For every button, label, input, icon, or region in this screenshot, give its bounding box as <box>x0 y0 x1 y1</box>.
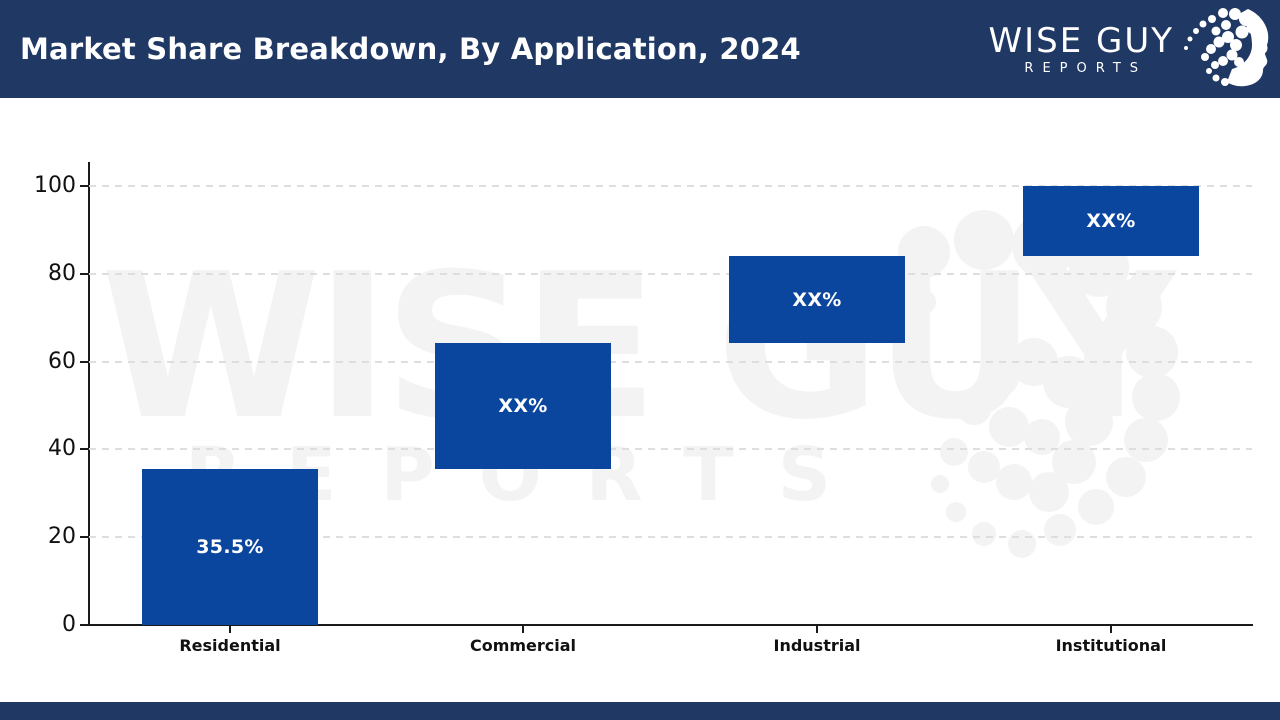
y-tick-label: 20 <box>48 524 76 550</box>
page-title: Market Share Breakdown, By Application, … <box>20 32 801 66</box>
y-tick-label: 80 <box>48 260 76 286</box>
x-axis-tick <box>229 626 231 633</box>
y-tick-label: 0 <box>62 612 76 637</box>
x-axis-tick <box>522 626 524 633</box>
brand-logo: WISE GUY REPORTS <box>988 6 1270 92</box>
gridline <box>89 272 1252 275</box>
bar-value-label: 35.5% <box>196 536 264 559</box>
bar-industrial: XX% <box>729 256 905 344</box>
gridline <box>89 185 1252 187</box>
x-category-label: Residential <box>179 636 281 655</box>
x-category-label: Institutional <box>1055 636 1167 655</box>
bar-value-label: XX% <box>498 395 548 418</box>
bar-value-label: XX% <box>1086 210 1136 233</box>
brand-head-icon <box>1184 8 1269 87</box>
gridline <box>89 536 1252 539</box>
x-category-label: Commercial <box>469 636 577 655</box>
brand-logo-line2: REPORTS <box>1024 60 1148 76</box>
watermark-head-graphic <box>897 210 1180 558</box>
y-axis-line <box>88 162 90 626</box>
y-axis-tick <box>80 536 88 539</box>
y-axis-tick <box>80 448 88 451</box>
y-axis-tick <box>80 272 88 275</box>
header-bar: Market Share Breakdown, By Application, … <box>0 0 1280 98</box>
footer-bar <box>0 702 1280 720</box>
y-axis-tick <box>80 624 88 626</box>
bar-institutional: XX% <box>1023 186 1199 257</box>
y-axis-tick <box>80 360 88 363</box>
y-tick-label: 40 <box>48 436 76 462</box>
y-axis-tick <box>80 185 88 187</box>
x-axis-tick <box>1110 626 1112 633</box>
bar-residential: 35.5% <box>142 469 318 625</box>
x-axis-tick <box>816 626 818 633</box>
gridline <box>89 360 1252 363</box>
bar-value-label: XX% <box>792 288 842 311</box>
brand-logo-text: WISE GUY REPORTS <box>988 24 1174 75</box>
gridline <box>89 448 1252 451</box>
bar-commercial: XX% <box>435 343 611 470</box>
brand-logo-line1: WISE GUY <box>988 20 1174 61</box>
y-tick-label: 60 <box>48 348 76 374</box>
x-category-label: Industrial <box>773 636 861 655</box>
x-axis-line <box>88 624 1253 626</box>
y-tick-label: 100 <box>34 173 76 198</box>
